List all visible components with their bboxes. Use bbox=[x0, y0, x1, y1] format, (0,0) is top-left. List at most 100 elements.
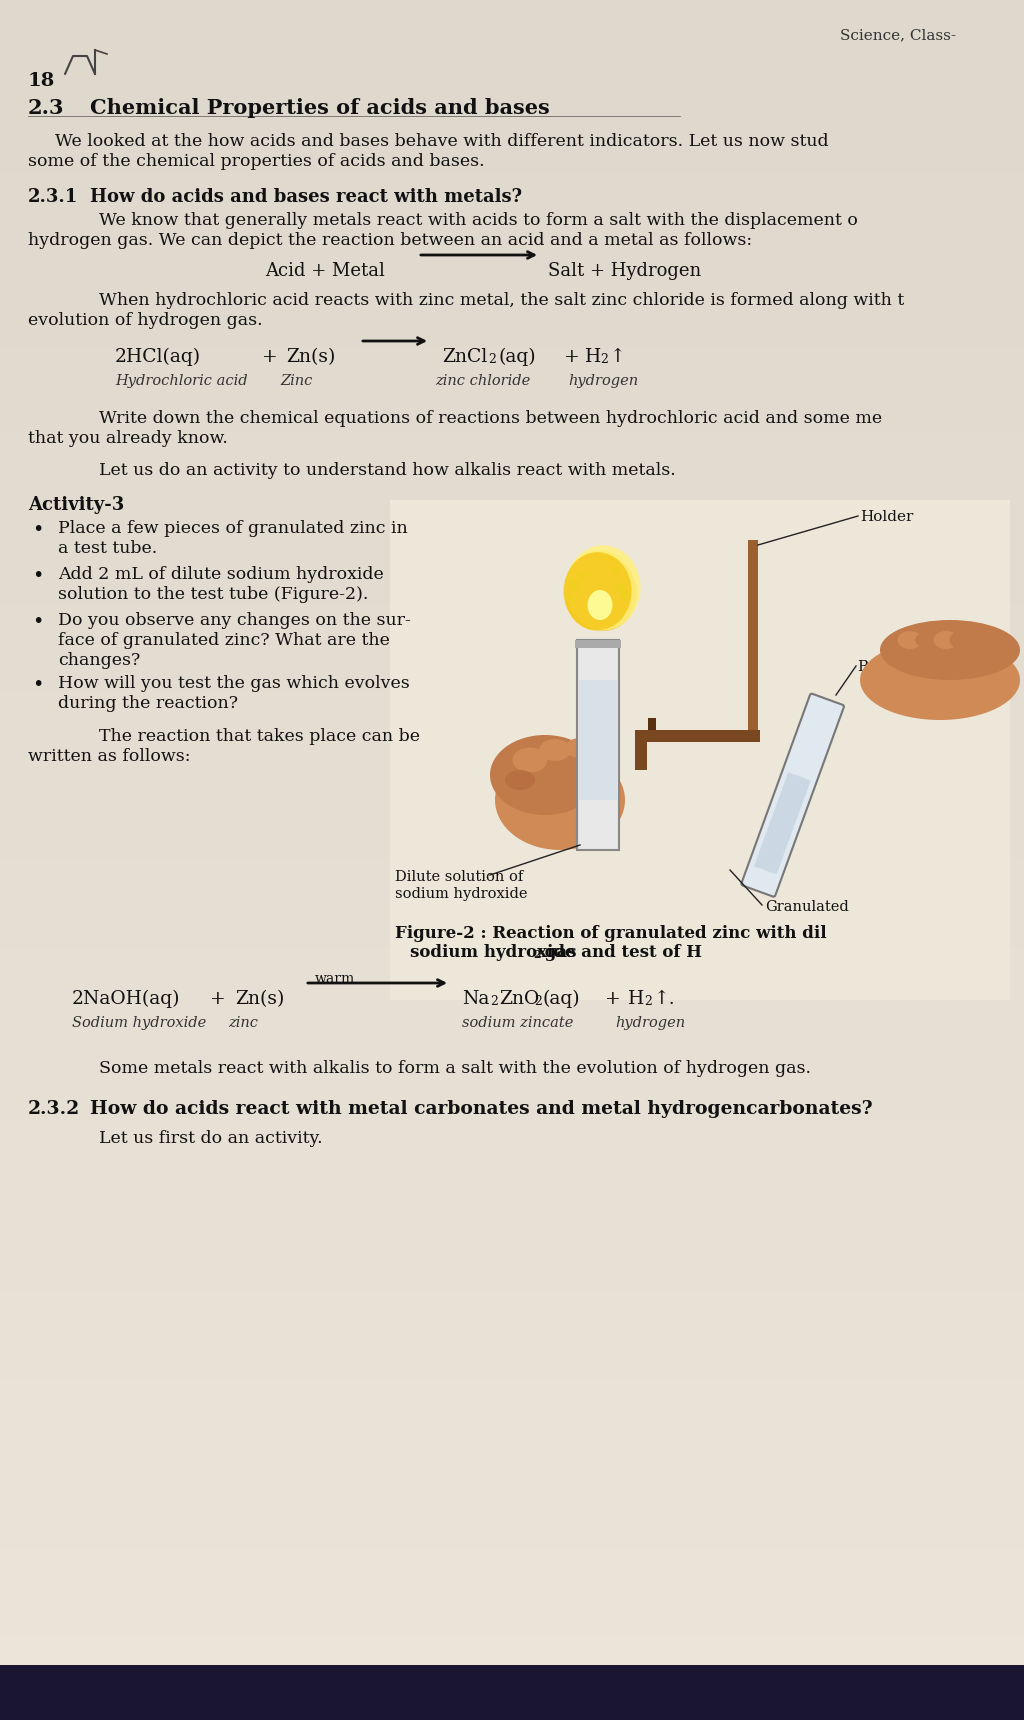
Ellipse shape bbox=[579, 571, 586, 578]
Bar bbox=[0, 516, 1024, 602]
Ellipse shape bbox=[505, 771, 535, 789]
Text: Do you observe any changes on the sur-: Do you observe any changes on the sur- bbox=[58, 612, 411, 630]
Text: warm: warm bbox=[315, 972, 355, 986]
Text: +: + bbox=[605, 991, 621, 1008]
Bar bbox=[0, 1290, 1024, 1376]
Text: 2.3.2: 2.3.2 bbox=[28, 1101, 80, 1118]
Text: Na: Na bbox=[462, 991, 489, 1008]
Text: ZnCl: ZnCl bbox=[442, 347, 487, 366]
Text: ↑.: ↑. bbox=[654, 991, 676, 1008]
Text: •: • bbox=[32, 674, 43, 693]
Text: Figure-2 : Reaction of granulated zinc with dil: Figure-2 : Reaction of granulated zinc w… bbox=[395, 925, 826, 943]
Ellipse shape bbox=[860, 640, 1020, 721]
Text: 2: 2 bbox=[644, 994, 652, 1008]
Ellipse shape bbox=[588, 590, 612, 619]
Text: sodium hydroxide and test of H: sodium hydroxide and test of H bbox=[410, 944, 702, 961]
Bar bbox=[0, 258, 1024, 344]
Text: hydrogen: hydrogen bbox=[568, 373, 638, 389]
Text: zinc: zinc bbox=[228, 1017, 258, 1030]
Text: +: + bbox=[564, 347, 580, 366]
Text: during the reaction?: during the reaction? bbox=[58, 695, 238, 712]
Text: that you already know.: that you already know. bbox=[28, 430, 228, 447]
Ellipse shape bbox=[934, 631, 958, 648]
Bar bbox=[0, 1204, 1024, 1290]
Text: Sodium hydroxide: Sodium hydroxide bbox=[72, 1017, 206, 1030]
Text: 2.3: 2.3 bbox=[28, 98, 65, 119]
Text: How will you test the gas which evolves: How will you test the gas which evolves bbox=[58, 674, 410, 691]
Text: Science, Class-: Science, Class- bbox=[840, 28, 956, 41]
Text: •: • bbox=[32, 566, 43, 585]
Bar bbox=[0, 1462, 1024, 1548]
Ellipse shape bbox=[571, 556, 637, 631]
Ellipse shape bbox=[566, 593, 573, 600]
Text: Acid + Metal: Acid + Metal bbox=[265, 261, 385, 280]
Bar bbox=[0, 1376, 1024, 1462]
Bar bbox=[0, 860, 1024, 946]
Text: Salt + Hydrogen: Salt + Hydrogen bbox=[548, 261, 701, 280]
Text: 2HCl(aq): 2HCl(aq) bbox=[115, 347, 201, 366]
Bar bbox=[0, 172, 1024, 258]
Text: ↑: ↑ bbox=[610, 347, 626, 366]
Bar bbox=[390, 501, 1010, 999]
Ellipse shape bbox=[565, 545, 641, 630]
Text: H: H bbox=[585, 347, 601, 366]
Bar bbox=[0, 1548, 1024, 1634]
Bar bbox=[575, 640, 621, 648]
Text: Holder: Holder bbox=[860, 511, 913, 525]
Text: 2.3.1: 2.3.1 bbox=[28, 187, 78, 206]
Text: sodium hydroxide: sodium hydroxide bbox=[395, 888, 527, 901]
Ellipse shape bbox=[563, 552, 632, 630]
Bar bbox=[635, 729, 647, 771]
Text: We looked at the how acids and bases behave with different indicators. Let us no: We looked at the how acids and bases beh… bbox=[55, 132, 828, 150]
Text: Dilute solution of: Dilute solution of bbox=[395, 870, 523, 884]
Bar bbox=[0, 430, 1024, 516]
Text: How do acids react with metal carbonates and metal hydrogencarbonates?: How do acids react with metal carbonates… bbox=[90, 1101, 872, 1118]
Text: some of the chemical properties of acids and bases.: some of the chemical properties of acids… bbox=[28, 153, 484, 170]
Text: face of granulated zinc? What are the: face of granulated zinc? What are the bbox=[58, 631, 390, 648]
Text: gas: gas bbox=[539, 944, 577, 961]
Bar bbox=[577, 640, 618, 850]
Text: Add 2 mL of dilute sodium hydroxide: Add 2 mL of dilute sodium hydroxide bbox=[58, 566, 384, 583]
Bar bbox=[0, 344, 1024, 430]
Bar bbox=[0, 1634, 1024, 1720]
Text: changes?: changes? bbox=[58, 652, 140, 669]
Ellipse shape bbox=[539, 740, 571, 760]
Bar bbox=[0, 688, 1024, 774]
Ellipse shape bbox=[586, 743, 614, 760]
Ellipse shape bbox=[615, 581, 625, 592]
Text: 2: 2 bbox=[534, 949, 541, 960]
Text: 2: 2 bbox=[490, 994, 498, 1008]
Bar bbox=[754, 772, 811, 874]
Text: Chemical Properties of acids and bases: Chemical Properties of acids and bases bbox=[90, 98, 550, 119]
Text: How do acids and bases react with metals?: How do acids and bases react with metals… bbox=[90, 187, 522, 206]
Text: solution to the test tube (Figure-2).: solution to the test tube (Figure-2). bbox=[58, 587, 369, 604]
Text: Zinc: Zinc bbox=[280, 373, 312, 389]
Text: zinc chloride: zinc chloride bbox=[435, 373, 530, 389]
Text: The reaction that takes place can be: The reaction that takes place can be bbox=[55, 728, 420, 745]
Ellipse shape bbox=[512, 748, 548, 772]
Text: We know that generally metals react with acids to form a salt with the displacem: We know that generally metals react with… bbox=[55, 212, 858, 229]
Text: H: H bbox=[628, 991, 644, 1008]
Text: Granulated: Granulated bbox=[765, 900, 849, 913]
Bar bbox=[0, 0, 1024, 86]
Ellipse shape bbox=[949, 631, 975, 648]
Bar bbox=[0, 1665, 1024, 1720]
Ellipse shape bbox=[880, 619, 1020, 679]
Text: written as follows:: written as follows: bbox=[28, 748, 190, 765]
Text: hydrogen gas. We can depict the reaction between an acid and a metal as follows:: hydrogen gas. We can depict the reaction… bbox=[28, 232, 752, 249]
Text: 2: 2 bbox=[488, 353, 496, 366]
Text: Let us do an activity to understand how alkalis react with metals.: Let us do an activity to understand how … bbox=[55, 463, 676, 478]
Bar bbox=[579, 679, 617, 800]
Text: 2: 2 bbox=[534, 994, 542, 1008]
Text: Hydrochloric acid: Hydrochloric acid bbox=[115, 373, 248, 389]
Bar bbox=[0, 1118, 1024, 1204]
Text: Some metals react with alkalis to form a salt with the evolution of hydrogen gas: Some metals react with alkalis to form a… bbox=[55, 1060, 811, 1077]
Ellipse shape bbox=[565, 738, 595, 759]
Ellipse shape bbox=[611, 566, 618, 574]
FancyBboxPatch shape bbox=[741, 693, 844, 896]
Text: evolution of hydrogen gas.: evolution of hydrogen gas. bbox=[28, 311, 262, 329]
Text: Let us first do an activity.: Let us first do an activity. bbox=[55, 1130, 323, 1147]
Ellipse shape bbox=[620, 590, 630, 600]
Text: +: + bbox=[262, 347, 278, 366]
Text: a test tube.: a test tube. bbox=[58, 540, 158, 557]
